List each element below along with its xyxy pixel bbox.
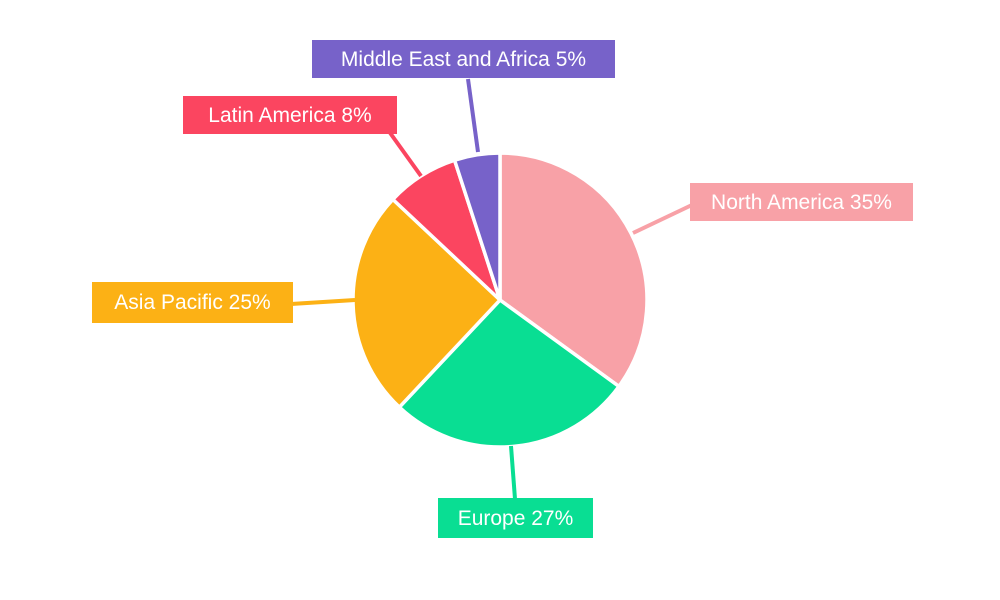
pie-slice-europe[interactable]	[397, 298, 621, 449]
leader-line-latin-america	[386, 128, 423, 178]
leader-line-middle-east-and-africa	[466, 78, 480, 153]
slice-label-europe: Europe 27%	[438, 498, 593, 538]
pie-slice-middle-east-and-africa[interactable]	[452, 151, 502, 302]
slice-label-latin-america: Latin America 8%	[183, 96, 397, 134]
pie-slice-asia-pacific[interactable]	[351, 197, 502, 409]
slice-label-asia-pacific: Asia Pacific 25%	[92, 282, 293, 323]
slice-label-middle-east-and-africa: Middle East and Africa 5%	[312, 40, 615, 78]
leader-line-europe	[509, 445, 517, 500]
slice-label-north-america: North America 35%	[690, 183, 913, 221]
slice-label-text: Europe 27%	[457, 506, 574, 530]
leader-line-north-america	[632, 202, 695, 235]
pie-slice-north-america[interactable]	[498, 151, 649, 389]
slice-label-text: North America 35%	[711, 190, 892, 214]
slice-label-text: Asia Pacific 25%	[114, 291, 271, 314]
leader-line-asia-pacific	[290, 298, 356, 306]
slice-label-text: Latin America 8%	[208, 103, 372, 127]
slice-label-text: Middle East and Africa 5%	[340, 47, 587, 71]
